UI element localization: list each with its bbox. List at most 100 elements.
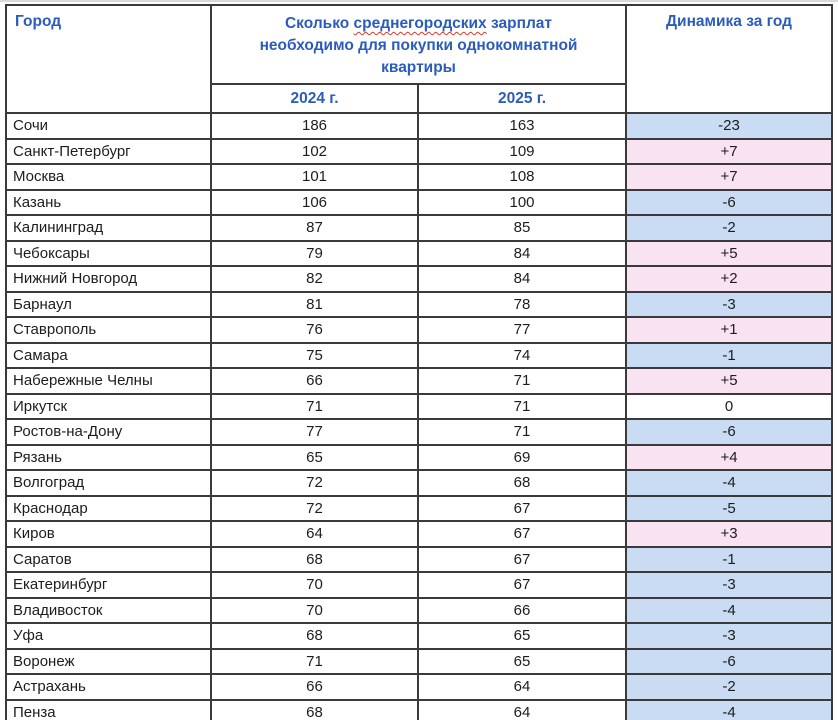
value-2025-cell: 64 [416, 673, 628, 701]
city-cell: Владивосток [5, 596, 212, 624]
value-2024-cell: 87 [210, 214, 419, 242]
value-2025-cell: 71 [416, 367, 628, 395]
city-cell: Москва [5, 163, 212, 191]
header-line-1: Сколько среднегородских зарплат [220, 13, 617, 35]
value-2024-cell: 66 [210, 673, 419, 701]
value-2024-cell: 71 [210, 392, 419, 420]
column-header-dynamics: Динамика за год [625, 4, 834, 114]
delta-cell: -6 [625, 647, 834, 675]
value-2024-cell: 70 [210, 571, 419, 599]
city-cell: Казань [5, 188, 212, 216]
value-2025-cell: 67 [416, 494, 628, 522]
table-row: Уфа 68 65 -3 [5, 622, 834, 650]
header-line-3: квартиры [381, 59, 456, 76]
table-row: Сочи 186 163 -23 [5, 112, 834, 140]
delta-cell: +7 [625, 163, 834, 191]
header-word-misspelled: среднегородских [353, 15, 487, 32]
value-2024-cell: 72 [210, 469, 419, 497]
delta-cell: -4 [625, 469, 834, 497]
value-2025-cell: 108 [416, 163, 628, 191]
value-2025-cell: 66 [416, 596, 628, 624]
column-header-2025: 2025 г. [416, 83, 628, 114]
table-row: Набережные Челны 66 71 +5 [5, 367, 834, 395]
value-2024-cell: 81 [210, 290, 419, 318]
city-cell: Санкт-Петербург [5, 137, 212, 165]
table-row: Саратов 68 67 -1 [5, 545, 834, 573]
value-2025-cell: 74 [416, 341, 628, 369]
value-2025-cell: 77 [416, 316, 628, 344]
value-2025-cell: 67 [416, 571, 628, 599]
city-cell: Волгоград [5, 469, 212, 497]
value-2025-cell: 71 [416, 392, 628, 420]
delta-cell: -2 [625, 214, 834, 242]
table-header: Город Сколько среднегородских зарплат не… [5, 4, 834, 114]
delta-cell: +4 [625, 443, 834, 471]
delta-cell: -3 [625, 571, 834, 599]
value-2024-cell: 66 [210, 367, 419, 395]
header-word: зарплат [491, 15, 553, 32]
value-2025-cell: 109 [416, 137, 628, 165]
value-2025-cell: 85 [416, 214, 628, 242]
value-2025-cell: 100 [416, 188, 628, 216]
value-2025-cell: 64 [416, 698, 628, 720]
table-row: Воронеж 71 65 -6 [5, 647, 834, 675]
table-body: Сочи 186 163 -23 Санкт-Петербург 102 109 +7 Моск… [5, 112, 834, 720]
city-cell: Чебоксары [5, 239, 212, 267]
delta-cell: -3 [625, 290, 834, 318]
value-2024-cell: 77 [210, 418, 419, 446]
value-2025-cell: 65 [416, 622, 628, 650]
delta-cell: -1 [625, 545, 834, 573]
table-row: Москва 101 108 +7 [5, 163, 834, 191]
city-cell: Нижний Новгород [5, 265, 212, 293]
table-row: Чебоксары 79 84 +5 [5, 239, 834, 267]
value-2024-cell: 75 [210, 341, 419, 369]
value-2025-cell: 78 [416, 290, 628, 318]
value-2025-cell: 71 [416, 418, 628, 446]
value-2025-cell: 67 [416, 545, 628, 573]
delta-cell: -6 [625, 188, 834, 216]
salary-table: Город Сколько среднегородских зарплат не… [5, 4, 834, 720]
table-row: Астрахань 66 64 -2 [5, 673, 834, 701]
table-row: Владивосток 70 66 -4 [5, 596, 834, 624]
city-cell: Астрахань [5, 673, 212, 701]
table-row: Калининград 87 85 -2 [5, 214, 834, 242]
delta-cell: -6 [625, 418, 834, 446]
value-2024-cell: 82 [210, 265, 419, 293]
delta-cell: -1 [625, 341, 834, 369]
city-cell: Иркутск [5, 392, 212, 420]
value-2025-cell: 163 [416, 112, 628, 140]
delta-cell: +7 [625, 137, 834, 165]
header-line-2: необходимо для покупки однокомнатной [259, 37, 578, 54]
column-header-salaries: Сколько среднегородских зарплат необходи… [209, 4, 628, 85]
value-2024-cell: 71 [210, 647, 419, 675]
delta-cell: -4 [625, 596, 834, 624]
table-row: Казань 106 100 -6 [5, 188, 834, 216]
value-2024-cell: 76 [210, 316, 419, 344]
delta-cell: +2 [625, 265, 834, 293]
value-2024-cell: 186 [210, 112, 419, 140]
value-2025-cell: 68 [416, 469, 628, 497]
table-row: Волгоград 72 68 -4 [5, 469, 834, 497]
city-cell: Уфа [5, 622, 212, 650]
table-row: Барнаул 81 78 -3 [5, 290, 834, 318]
value-2024-cell: 65 [210, 443, 419, 471]
city-cell: Барнаул [5, 290, 212, 318]
value-2024-cell: 72 [210, 494, 419, 522]
city-cell: Сочи [5, 112, 212, 140]
value-2024-cell: 79 [210, 239, 419, 267]
city-cell: Воронеж [5, 647, 212, 675]
delta-cell: -23 [625, 112, 834, 140]
delta-cell: -5 [625, 494, 834, 522]
city-cell: Пенза [5, 698, 212, 720]
city-cell: Екатеринбург [5, 571, 212, 599]
city-cell: Ставрополь [5, 316, 212, 344]
header-word: Сколько [284, 15, 350, 32]
value-2025-cell: 67 [416, 520, 628, 548]
column-header-2024: 2024 г. [210, 83, 419, 114]
table-row: Краснодар 72 67 -5 [5, 494, 834, 522]
city-cell: Саратов [5, 545, 212, 573]
table-row: Екатеринбург 70 67 -3 [5, 571, 834, 599]
table-row: Санкт-Петербург 102 109 +7 [5, 137, 834, 165]
delta-cell: -2 [625, 673, 834, 701]
value-2025-cell: 65 [416, 647, 628, 675]
